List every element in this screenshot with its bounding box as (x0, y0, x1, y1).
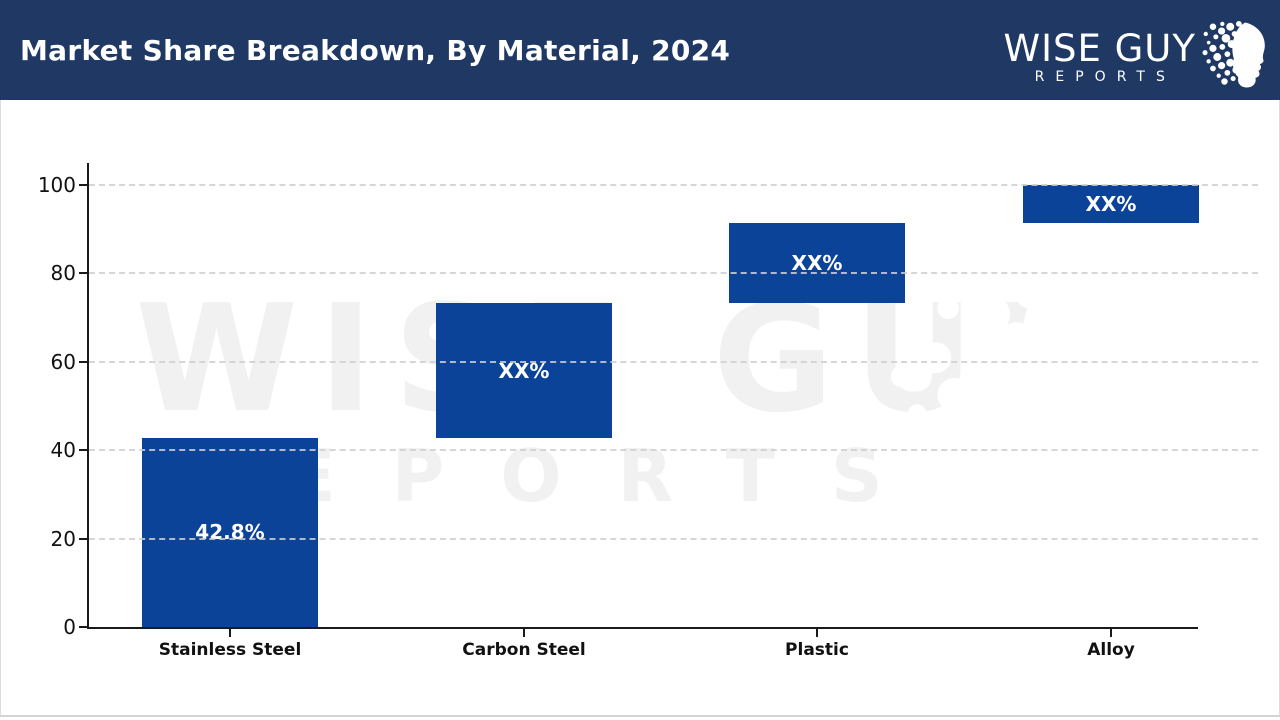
y-axis-line (87, 163, 89, 629)
bar-value-label: XX% (1085, 191, 1137, 216)
y-tick-mark (79, 449, 87, 452)
gridline-y40 (89, 449, 1258, 452)
logo-line-wise-guy: WISE GUY (1003, 27, 1196, 70)
x-tick-mark (1110, 629, 1112, 637)
y-tick-label: 80 (50, 261, 76, 286)
header-banner: Market Share Breakdown, By Material, 202… (0, 0, 1280, 100)
y-tick-label: 40 (50, 438, 76, 463)
bar-value-label: XX% (791, 251, 843, 275)
gridline-y80 (89, 272, 1258, 275)
y-tick-label: 100 (37, 173, 76, 197)
page-frame-left (0, 100, 1, 716)
page-footer-line (0, 715, 1280, 717)
chart-title: Market Share Breakdown, By Material, 202… (20, 34, 731, 67)
bar-alloy: XX% (1023, 185, 1199, 223)
y-tick-label: 0 (63, 615, 76, 639)
y-tick-mark (79, 626, 87, 628)
x-axis-line (87, 627, 1198, 629)
y-tick-mark (79, 537, 87, 540)
wise-guy-reports-logo: WISE GUY REPORTS (1004, 18, 1272, 96)
bar-stainless-steel: 42.8% (142, 437, 318, 627)
x-category-label: Alloy (1087, 640, 1135, 660)
gridline-y20 (89, 537, 1258, 540)
y-tick-mark (79, 184, 87, 186)
x-category-label: Stainless Steel (158, 640, 302, 660)
x-tick-mark (816, 629, 818, 637)
y-tick-mark (79, 360, 87, 363)
gridline-y60 (89, 360, 1258, 363)
x-category-label: Plastic (785, 640, 849, 660)
y-tick-label: 60 (50, 349, 76, 374)
x-category-label: Carbon Steel (462, 640, 586, 660)
chart-canvas: WISE GUY REPORTS 0 20 40 60 80 100 42.8% XX% XX%… (0, 100, 1280, 716)
x-tick-mark (229, 629, 231, 637)
y-tick-label: 20 (50, 526, 76, 551)
bar-carbon-steel: XX% (436, 303, 612, 438)
x-tick-mark (523, 629, 525, 637)
dotted-head-icon (1202, 21, 1265, 88)
logo-wordmark: WISE GUY REPORTS (1004, 30, 1196, 84)
gridline-y100 (89, 184, 1258, 186)
y-tick-mark (79, 272, 87, 275)
bar-value-label: 42.8% (195, 520, 265, 545)
bar-plastic: XX% (729, 222, 905, 304)
logo-line-reports: REPORTS (1034, 69, 1176, 85)
